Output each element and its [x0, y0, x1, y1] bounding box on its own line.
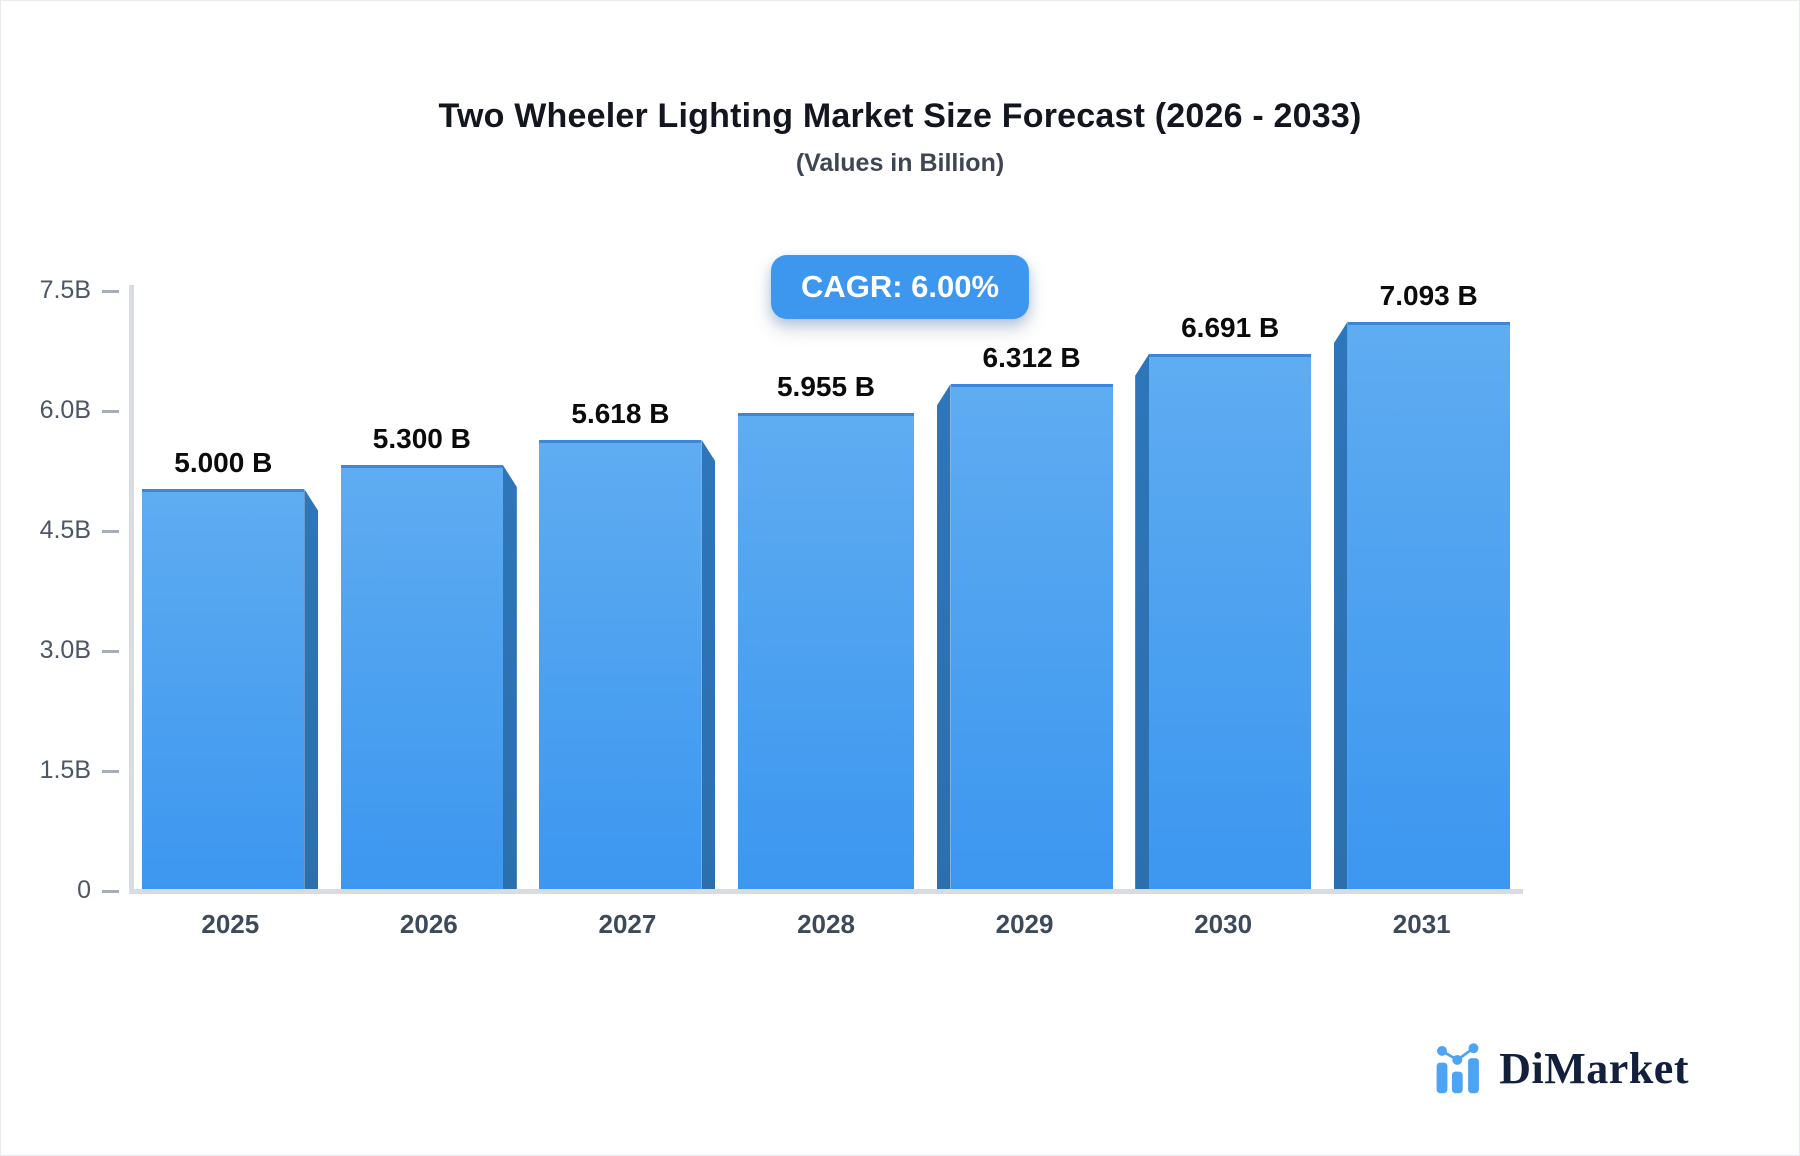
x-axis-label-2027: 2027	[598, 909, 657, 939]
bar-side-panel	[701, 439, 716, 889]
bar-side-panel	[304, 489, 319, 889]
bar-value-label: 5.618 B	[571, 397, 670, 429]
logo-mini-bar-chart-icon	[1436, 1043, 1480, 1094]
bar-2029[interactable]	[950, 384, 1113, 889]
y-tick-dash	[102, 650, 119, 653]
x-axis-line	[129, 889, 1523, 894]
bar-2031[interactable]	[1347, 321, 1510, 889]
y-tick-label: 6.0B	[39, 396, 91, 424]
x-axis-label-2030: 2030	[1194, 909, 1253, 939]
bar-side-panel	[1333, 321, 1348, 889]
chart-title: Two Wheeler Lighting Market Size Forecas…	[438, 97, 1362, 135]
y-tick-label: 7.5B	[39, 276, 91, 304]
bar-2026[interactable]	[340, 465, 503, 889]
y-tick-dash	[102, 770, 119, 773]
y-tick-dash	[102, 530, 119, 533]
bar-value-label: 5.300 B	[372, 423, 471, 454]
cagr-badge: CAGR: 6.00%	[770, 255, 1030, 319]
bar-2028[interactable]	[738, 412, 914, 889]
brand-logo[interactable]: DiMarket	[1433, 1041, 1689, 1095]
bar-2025[interactable]	[142, 489, 305, 889]
y-axis-line	[129, 285, 134, 894]
y-tick-dash	[102, 410, 119, 413]
bar-value-label: 5.955 B	[776, 370, 876, 402]
bar-side-panel	[936, 384, 951, 889]
x-axis-label-2029: 2029	[995, 909, 1054, 939]
y-tick-dash	[102, 290, 119, 293]
chart-subtitle: (Values in Billion)	[795, 149, 1005, 177]
bar-side-panel	[1135, 353, 1150, 889]
cagr-badge-label: CAGR: 6.00%	[800, 269, 1000, 304]
bar-2030[interactable]	[1149, 353, 1312, 889]
bar-value-label: 7.093 B	[1379, 279, 1478, 311]
y-tick-label: 3.0B	[39, 636, 91, 664]
y-tick-label: 1.5B	[39, 756, 91, 784]
logo-text: DiMarket	[1499, 1043, 1689, 1093]
x-axis-label-2028: 2028	[797, 909, 855, 939]
x-axis-label-2026: 2026	[399, 909, 458, 939]
x-axis-label-2025: 2025	[201, 909, 260, 939]
y-tick-dash	[102, 890, 119, 893]
x-axis-label-2031: 2031	[1392, 909, 1451, 939]
y-tick-label: 4.5B	[39, 516, 91, 544]
y-tick-label: 0	[77, 876, 91, 904]
bar-value-label: 5.000 B	[174, 447, 273, 478]
bar-side-panel	[502, 465, 517, 889]
bar-value-label: 6.312 B	[982, 342, 1081, 374]
bar-2027[interactable]	[539, 439, 702, 889]
bar-value-label: 6.691 B	[1181, 311, 1280, 343]
